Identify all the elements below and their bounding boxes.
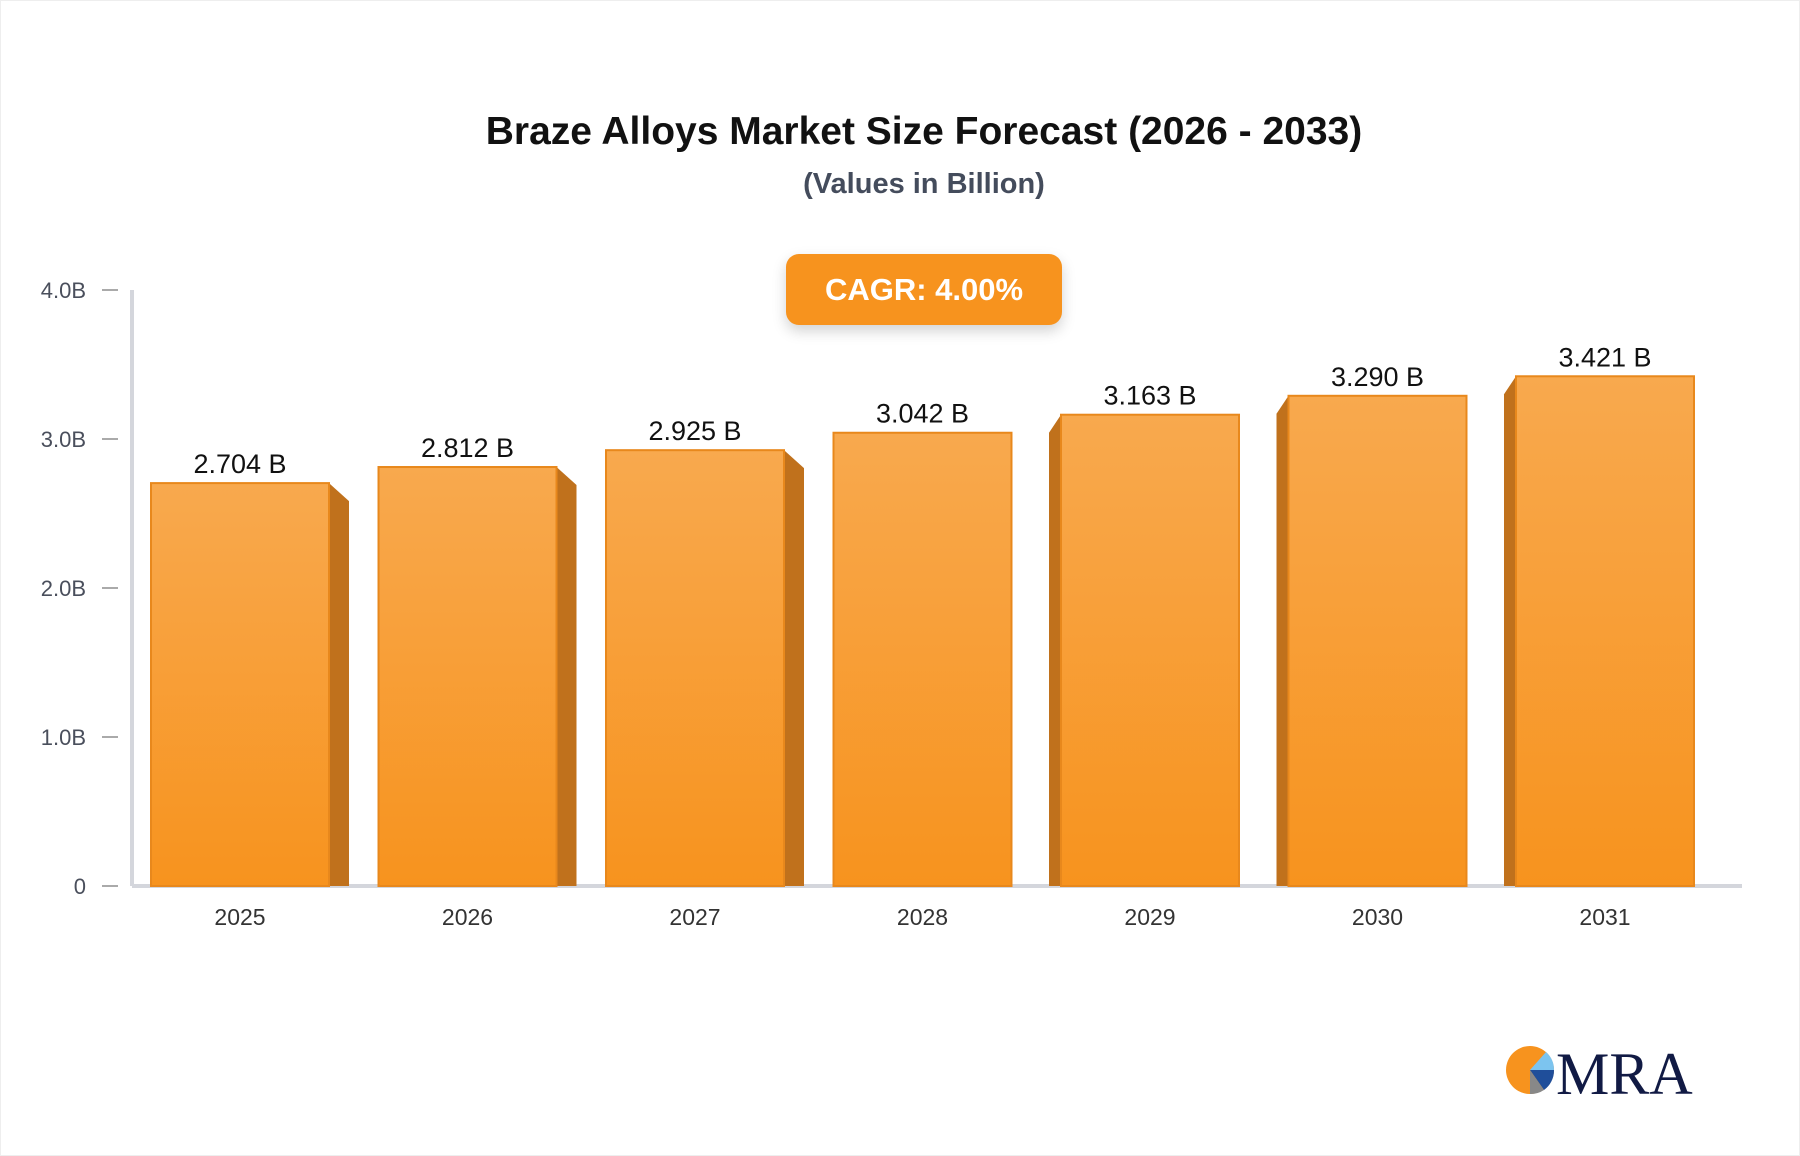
bar-side: [1276, 395, 1289, 886]
bar-side: [1504, 376, 1516, 886]
data-label: 2.812 B: [421, 433, 514, 463]
bar-side: [329, 483, 349, 886]
bar-2027: [605, 449, 785, 887]
data-label: 3.421 B: [1558, 342, 1651, 372]
data-label: 3.290 B: [1331, 362, 1424, 392]
svg-text:MRA: MRA: [1556, 1041, 1693, 1100]
y-tick-label: 4.0B: [41, 278, 86, 303]
y-tick-label: 1.0B: [41, 725, 86, 750]
bar-2031: [1515, 375, 1695, 887]
y-tick-label: 0: [74, 874, 86, 899]
mra-logo: MRA: [1504, 1040, 1704, 1100]
x-tick-label: 2031: [1579, 904, 1630, 930]
cagr-badge: CAGR: 4.00%: [786, 254, 1062, 325]
bar-side: [784, 450, 804, 886]
x-tick-label: 2025: [214, 904, 265, 930]
chart-title: Braze Alloys Market Size Forecast (2026 …: [485, 110, 1363, 153]
bar-2026: [377, 466, 558, 887]
bar-side: [556, 467, 577, 886]
x-tick-label: 2027: [669, 904, 720, 930]
y-tick-label: 2.0B: [41, 576, 86, 601]
bar-2025: [150, 482, 330, 887]
bar-2028: [832, 431, 1013, 887]
bar-2030: [1287, 394, 1468, 887]
x-tick-label: 2030: [1352, 904, 1403, 930]
chart-subtitle: (Values in Billion): [803, 168, 1045, 200]
x-tick-label: 2028: [897, 904, 948, 930]
bar-side: [1049, 414, 1061, 886]
x-tick-label: 2026: [442, 904, 493, 930]
data-label: 2.925 B: [648, 416, 741, 446]
y-tick-label: 3.0B: [41, 427, 86, 452]
data-label: 3.042 B: [876, 399, 969, 429]
x-tick-label: 2029: [1124, 904, 1175, 930]
bar-2029: [1060, 413, 1240, 887]
data-label: 2.704 B: [193, 449, 286, 479]
data-label: 3.163 B: [1103, 381, 1196, 411]
